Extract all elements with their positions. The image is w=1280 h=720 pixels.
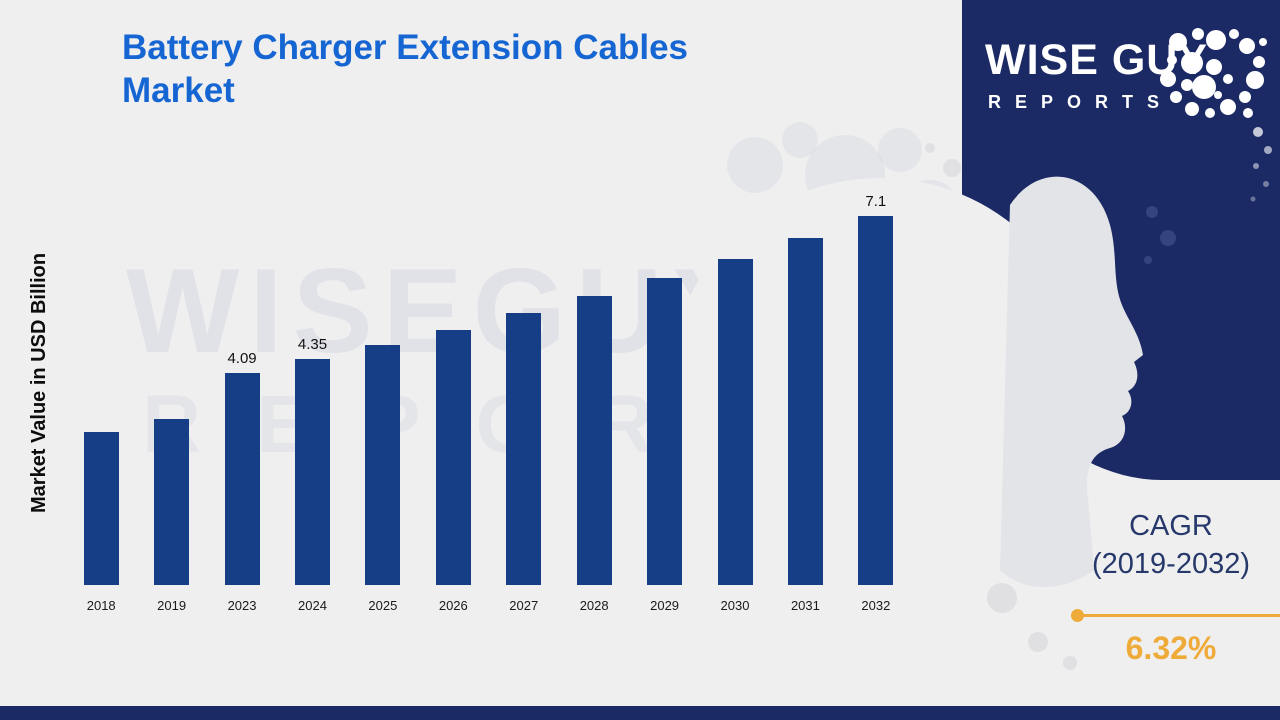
x-tick-label-2018: 2018: [86, 598, 116, 613]
bar-2026: [435, 330, 471, 585]
page-title: Battery Charger Extension Cables Market: [122, 28, 689, 111]
bar-slot-2031: 2031: [770, 180, 840, 613]
footer-bar: [0, 706, 1280, 720]
bar-slot-2018: 2018: [66, 180, 136, 613]
bar-slot-2028: 2028: [559, 180, 629, 613]
cagr-block: CAGR (2019-2032): [1066, 508, 1276, 583]
cagr-value: 6.32%: [1125, 630, 1217, 666]
bar-value-label-2032: 7.1: [865, 193, 887, 210]
bar-slot-2024: 4.35 2024: [277, 180, 347, 613]
cagr-range: (2019-2032): [1092, 547, 1250, 580]
x-tick-label-2030: 2030: [720, 598, 750, 613]
bar-slot-2025: 2025: [348, 180, 418, 613]
x-tick-label-2026: 2026: [438, 598, 468, 613]
bar-slot-2030: 2030: [700, 180, 770, 613]
bar-slot-2019: 2019: [136, 180, 206, 613]
x-tick-label-2032: 2032: [861, 598, 891, 613]
bar-2027: [506, 313, 542, 585]
bar-slot-2027: 2027: [489, 180, 559, 613]
cagr-label: CAGR: [1129, 510, 1213, 542]
bar-slot-2026: 2026: [418, 180, 488, 613]
x-tick-label-2028: 2028: [579, 598, 609, 613]
logo-dots-face-icon: [1160, 28, 1272, 202]
gold-divider-line: [1078, 614, 1280, 617]
bar-2031: [787, 238, 823, 585]
bar-2024: [294, 359, 330, 585]
bar-2023: [224, 373, 260, 585]
bar-2032: [858, 216, 894, 585]
bar-2028: [576, 296, 612, 585]
x-tick-label-2024: 2024: [298, 598, 327, 613]
gold-line-endpoint-dot: [1071, 609, 1084, 622]
y-axis-label: Market Value in USD Billion: [28, 252, 50, 513]
x-tick-label-2029: 2029: [650, 598, 680, 613]
x-tick-label-2025: 2025: [368, 598, 398, 613]
satellite-dots-graphic: [925, 143, 1176, 670]
bar-slot-2032: 7.1 2032: [841, 180, 911, 613]
logo-reports-text: REPORTS: [988, 92, 1174, 112]
x-tick-label-2019: 2019: [157, 598, 187, 613]
bar-2030: [717, 259, 753, 585]
bar-value-label-2024: 4.35: [297, 336, 328, 353]
x-tick-label-2023: 2023: [227, 598, 257, 613]
bar-value-label-2023: 4.09: [227, 350, 257, 367]
bar-slot-2023: 4.09 2023: [207, 180, 277, 613]
bar-2029: [647, 278, 683, 585]
bar-2019: [154, 419, 190, 585]
bar-2018: [83, 432, 119, 585]
bar-slot-2029: 2029: [629, 180, 699, 613]
bar-2025: [365, 345, 401, 585]
face-profile-graphic: [1000, 176, 1143, 587]
x-tick-label-2031: 2031: [790, 598, 820, 613]
bar-chart: 2018 2019 4.09 2023 4.35 2024 2025 2026 2027 2028…: [66, 180, 911, 613]
x-tick-label-2027: 2027: [509, 598, 539, 613]
